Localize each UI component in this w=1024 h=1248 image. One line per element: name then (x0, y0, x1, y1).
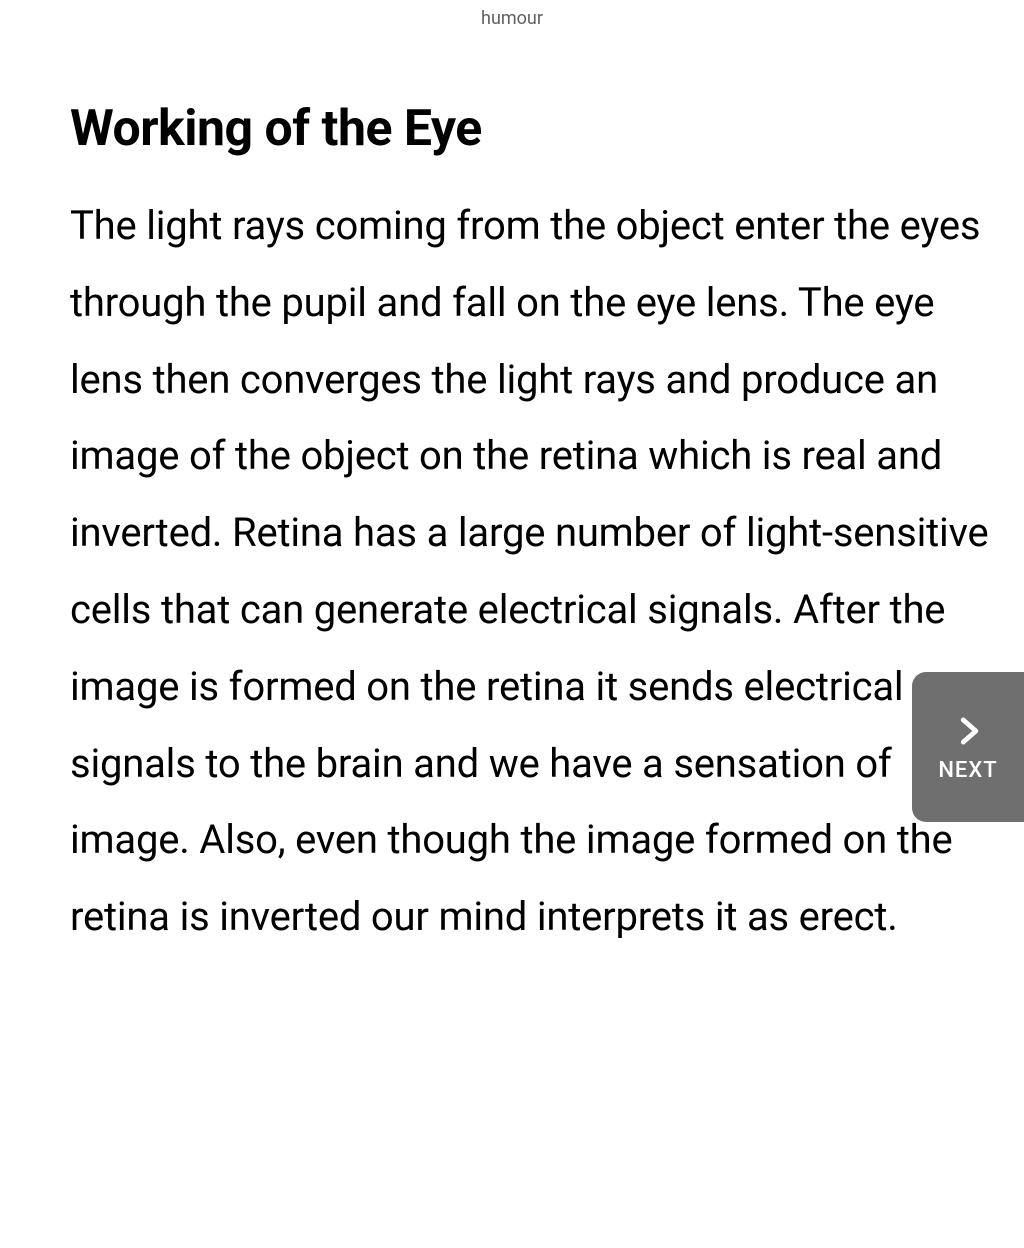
image-caption: humour (0, 8, 1024, 29)
next-button-label: NEXT (938, 758, 997, 783)
chevron-right-icon (949, 712, 987, 750)
article-content: Working of the Eye The light rays coming… (70, 100, 994, 956)
next-button[interactable]: NEXT (912, 672, 1024, 822)
article-heading: Working of the Eye (70, 100, 994, 158)
article-body: The light rays coming from the object en… (70, 188, 994, 956)
